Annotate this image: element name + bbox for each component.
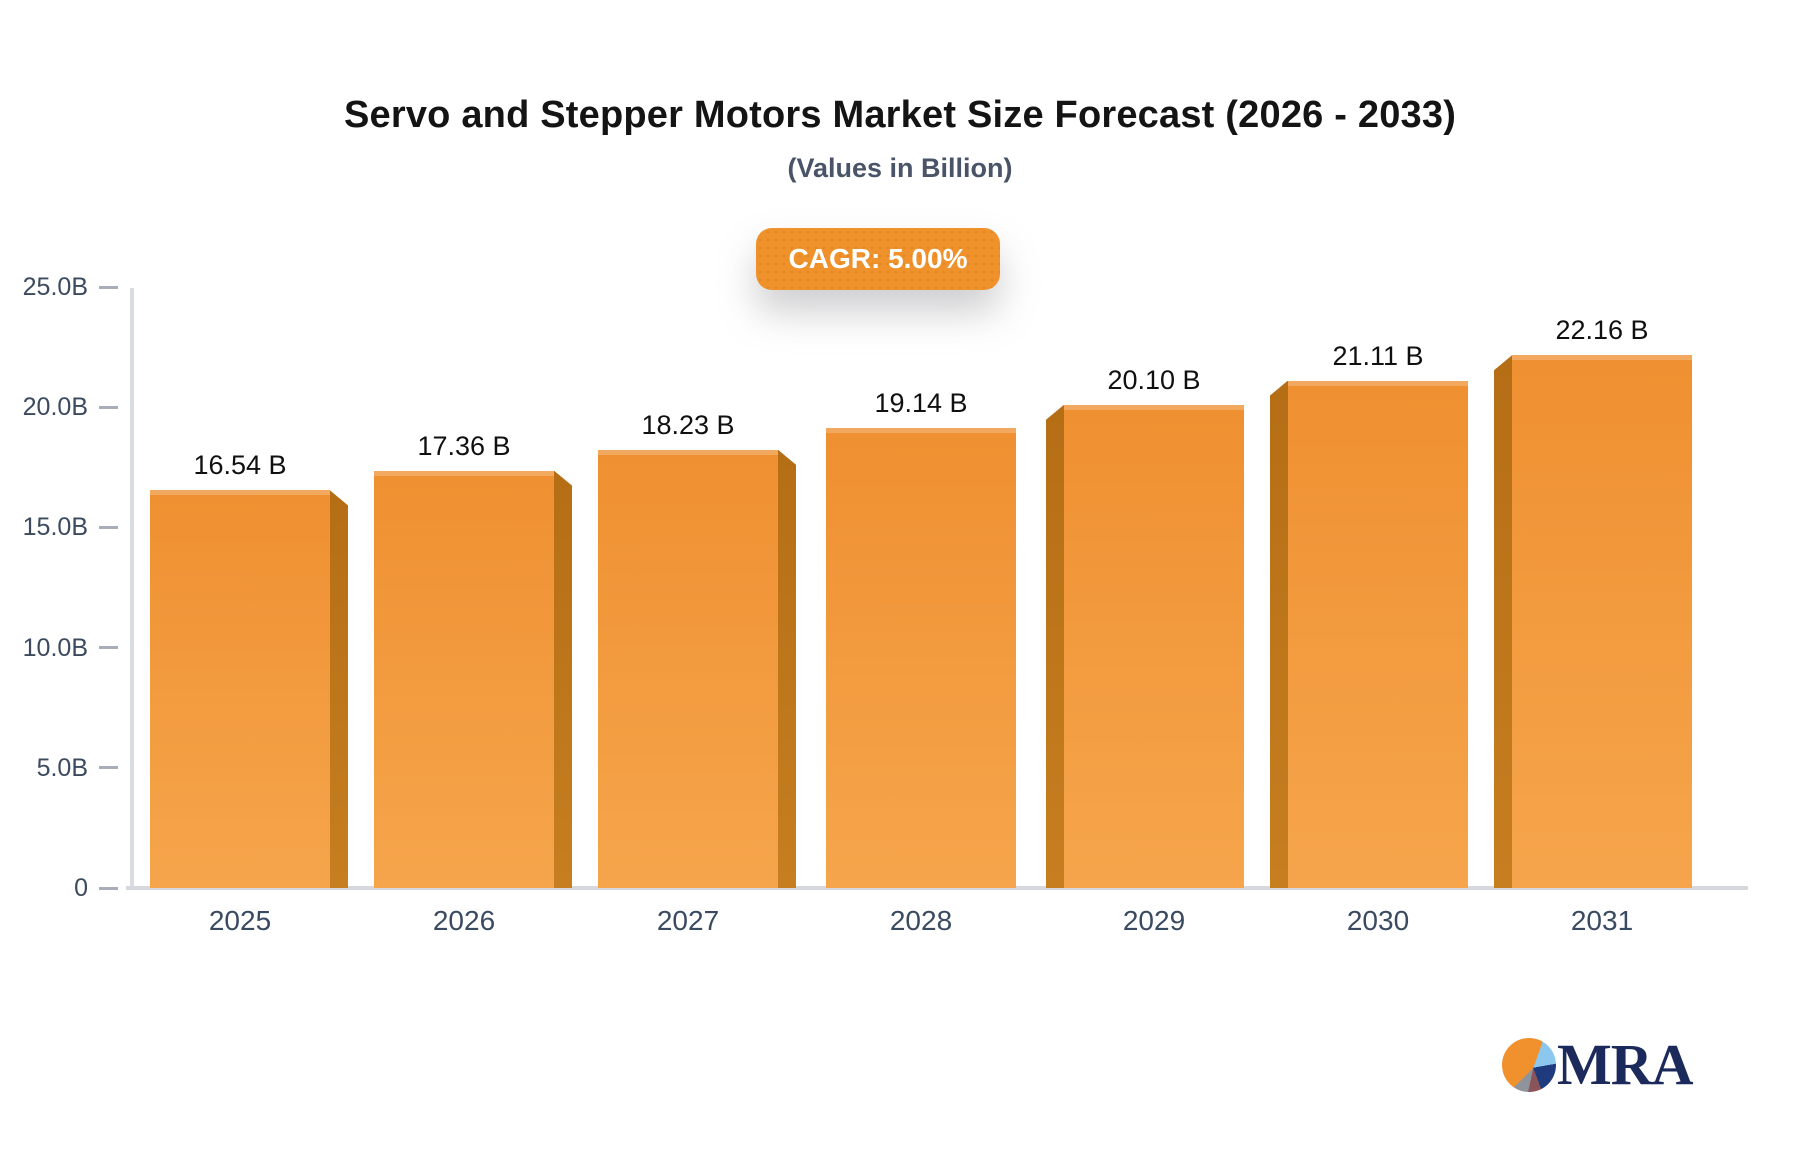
mra-logo: MRA [1502,1032,1694,1097]
x-tick-label: 2028 [889,905,953,936]
x-tick-label: 2030 [1346,905,1410,936]
y-tick-mark [99,285,118,289]
bar-value-label: 21.11 B [1332,340,1424,371]
bar-side-face [1270,380,1288,888]
pie-chart-logo-icon [1502,1038,1556,1092]
y-tick-label: 25.0B [22,273,88,301]
bar [1288,380,1468,888]
bar-side-face [330,490,348,888]
cagr-badge: CAGR: 5.00% [755,228,1001,290]
x-axis-baseline [126,886,1748,890]
bar-value-label: 16.54 B [193,450,287,481]
y-tick-label: 20.0B [22,393,88,422]
chart-header: Servo and Stepper Motors Market Size For… [0,0,1800,290]
bar [826,427,1016,888]
chart-title: Servo and Stepper Motors Market Size For… [343,94,1457,136]
cagr-badge-wrap: CAGR: 5.00% [0,228,1800,290]
y-tick-mark [99,646,118,650]
bar [598,449,778,888]
y-tick-label: 5.0B [36,753,88,782]
y-tick-mark [99,525,118,529]
logo-text: MRA [1557,1032,1694,1097]
bar-side-face [1046,404,1064,888]
bar [1064,404,1244,888]
chart-subtitle: (Values in Billion) [787,153,1013,183]
bar-side-face [1494,355,1512,888]
bar [1512,355,1692,888]
y-tick-mark [99,766,118,770]
bar-value-label: 17.36 B [417,430,511,461]
y-tick-mark [99,405,118,409]
bar [374,470,554,888]
bar-value-label: 19.14 B [874,387,968,418]
x-tick-label: 2031 [1570,905,1634,936]
bar [150,490,330,888]
bar-value-label: 20.10 B [1107,364,1201,395]
bar-value-label: 18.23 B [641,409,735,440]
y-axis-line [130,288,134,890]
bar-side-face [778,449,796,888]
y-tick-label: 15.0B [22,513,88,542]
x-tick-label: 2029 [1122,905,1186,936]
y-tick-mark [99,886,118,890]
x-tick-label: 2026 [432,905,496,936]
x-tick-label: 2027 [656,905,720,936]
y-tick-label: 0 [74,874,88,902]
x-tick-label: 2025 [208,905,272,936]
bar-value-label: 22.16 B [1555,315,1649,346]
bar-side-face [554,470,572,888]
y-tick-label: 10.0B [22,633,88,662]
